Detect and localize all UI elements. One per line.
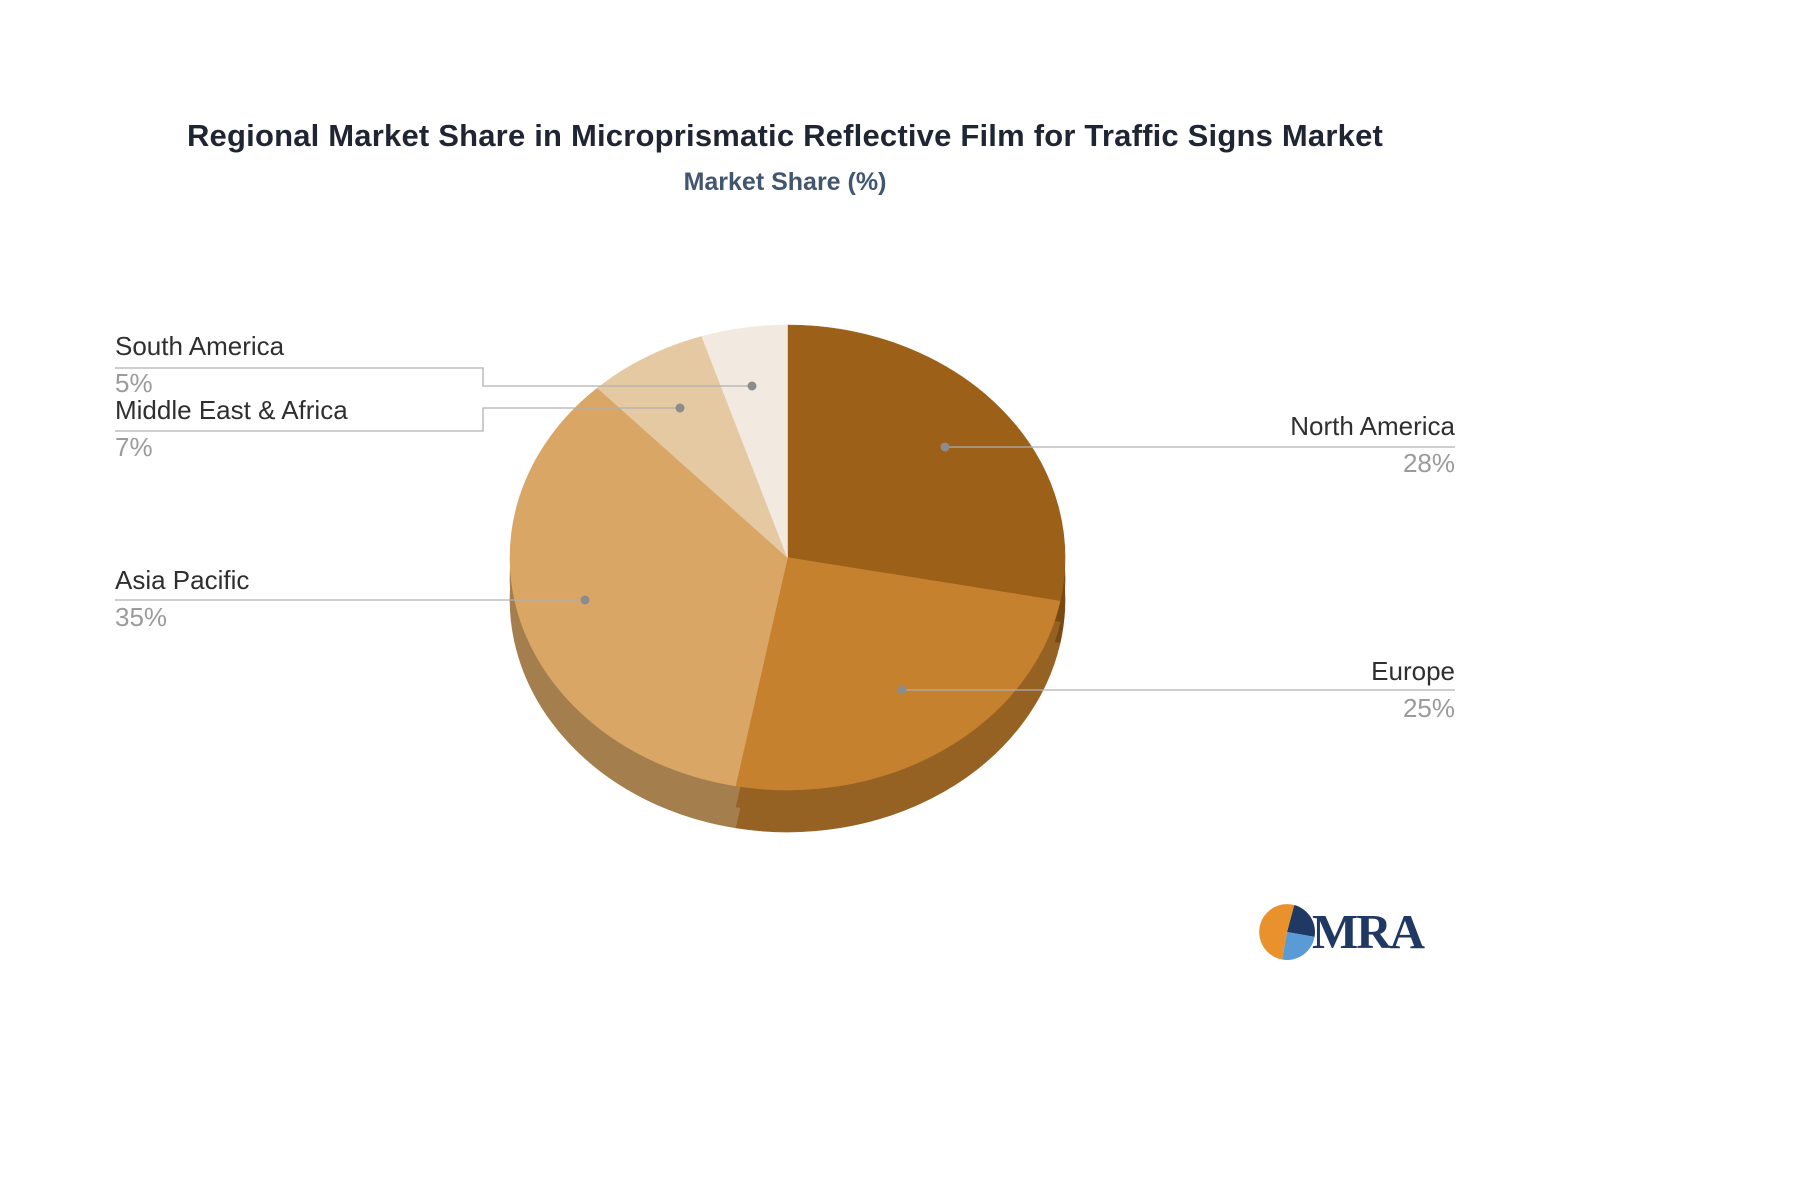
- pie-label-middle-east-africa: Middle East & Africa 7%: [115, 396, 348, 461]
- pie-label-value: 25%: [1402, 693, 1455, 723]
- pie-slices: [509, 324, 1066, 833]
- leader-lines: [115, 367, 1455, 695]
- pie-label-south-america: South America 5%: [115, 332, 284, 397]
- pie-label-name: North America: [1290, 411, 1455, 441]
- pie-label-value: 5%: [115, 368, 153, 398]
- pie-slice-middle-east-africa: [597, 336, 788, 558]
- leader-dot-asia-pacific: [580, 595, 590, 605]
- mra-logo-text: MRA: [1312, 904, 1425, 959]
- pie-label-asia-pacific: Asia Pacific 35%: [115, 566, 249, 631]
- pie-label-name: Europe: [1371, 656, 1455, 686]
- pie-label-value: 28%: [1402, 448, 1455, 478]
- leader-dot-south-america: [747, 381, 757, 391]
- pie-slice-south-america: [701, 324, 788, 558]
- chart-subtitle: Market Share (%): [683, 168, 887, 196]
- leader-line-middle-east-africa: [115, 407, 680, 432]
- mra-logo-icon: [1259, 904, 1315, 960]
- chart-title: Regional Market Share in Microprismatic …: [186, 118, 1384, 153]
- pie-label-name: Middle East & Africa: [115, 395, 348, 425]
- leader-dot-middle-east-africa: [675, 403, 685, 413]
- mra-logo: MRA: [1258, 903, 1425, 961]
- pie-slice-asia-pacific: [509, 387, 788, 787]
- leader-dot-europe: [897, 685, 907, 695]
- pie-slice-europe: [735, 557, 1061, 791]
- pie-label-north-america: North America 28%: [1290, 412, 1455, 477]
- pie-label-name: Asia Pacific: [115, 565, 250, 595]
- pie-slice-north-america: [787, 324, 1066, 602]
- leader-dot-north-america: [940, 442, 950, 452]
- pie-label-value: 7%: [115, 432, 153, 462]
- pie-label-name: South America: [115, 331, 285, 361]
- leader-line-south-america: [115, 367, 752, 387]
- pie-label-value: 35%: [115, 602, 168, 632]
- pie-label-europe: Europe 25%: [1371, 657, 1455, 722]
